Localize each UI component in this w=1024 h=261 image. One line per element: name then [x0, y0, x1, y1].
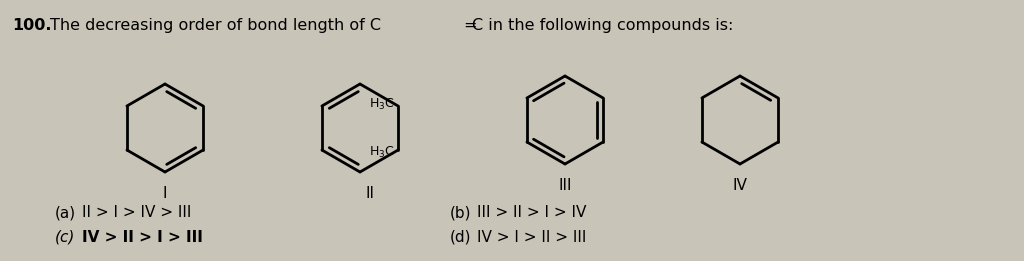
Text: The decreasing order of bond length of C: The decreasing order of bond length of C — [50, 18, 381, 33]
Text: II: II — [366, 186, 375, 201]
Text: IV > I > II > III: IV > I > II > III — [477, 230, 587, 245]
Text: II > I > IV > III: II > I > IV > III — [82, 205, 191, 220]
Text: I: I — [163, 186, 167, 201]
Text: 100.: 100. — [12, 18, 51, 33]
Text: =: = — [463, 18, 476, 33]
Text: $\mathregular{H_3C}$: $\mathregular{H_3C}$ — [369, 97, 394, 111]
Text: III > II > I > IV: III > II > I > IV — [477, 205, 587, 220]
Text: $\mathregular{H_3C}$: $\mathregular{H_3C}$ — [369, 144, 394, 159]
Text: (b): (b) — [450, 205, 471, 220]
Text: C in the following compounds is:: C in the following compounds is: — [472, 18, 733, 33]
Text: III: III — [558, 178, 571, 193]
Text: (d): (d) — [450, 230, 471, 245]
Text: IV: IV — [732, 178, 748, 193]
Text: (a): (a) — [55, 205, 76, 220]
Text: (c): (c) — [55, 230, 76, 245]
Text: IV > II > I > III: IV > II > I > III — [82, 230, 203, 245]
